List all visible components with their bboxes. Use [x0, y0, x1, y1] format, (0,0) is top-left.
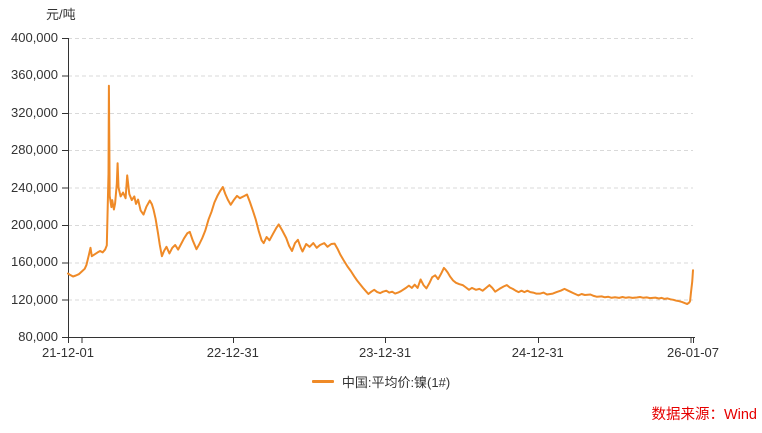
y-axis-unit-label: 元/吨 — [46, 7, 76, 22]
y-axis-tick-label: 280,000 — [11, 142, 58, 158]
x-axis-tick-label: 26-01-07 — [666, 345, 720, 360]
y-axis-tick-label: 120,000 — [11, 291, 58, 307]
legend: 中国:平均价:镍(1#) — [0, 372, 762, 391]
y-axis-tick-label: 400,000 — [11, 30, 58, 45]
y-axis-tick-label: 80,000 — [18, 329, 58, 344]
y-axis-tick-label: 160,000 — [11, 254, 58, 270]
x-axis-tick-label: 21-12-01 — [41, 345, 95, 360]
x-axis-tick-label: 24-12-31 — [511, 345, 564, 360]
data-source-label: 数据来源：Wind — [651, 407, 757, 423]
y-axis-tick-label: 320,000 — [11, 104, 58, 120]
legend-series-label: 中国:平均价:镍(1#) — [341, 375, 451, 390]
x-axis-tick-label: 23-12-31 — [359, 345, 412, 360]
price-line-series — [67, 84, 694, 305]
legend-item-nickel[interactable]: 中国:平均价:镍(1#) — [311, 372, 451, 391]
legend-line-swatch — [311, 380, 334, 383]
x-axis-tick-label: 22-12-31 — [206, 345, 259, 360]
y-axis-tick-label: 240,000 — [11, 179, 58, 195]
y-axis-tick-label: 200,000 — [11, 216, 58, 232]
y-axis-tick-label: 360,000 — [11, 67, 58, 83]
